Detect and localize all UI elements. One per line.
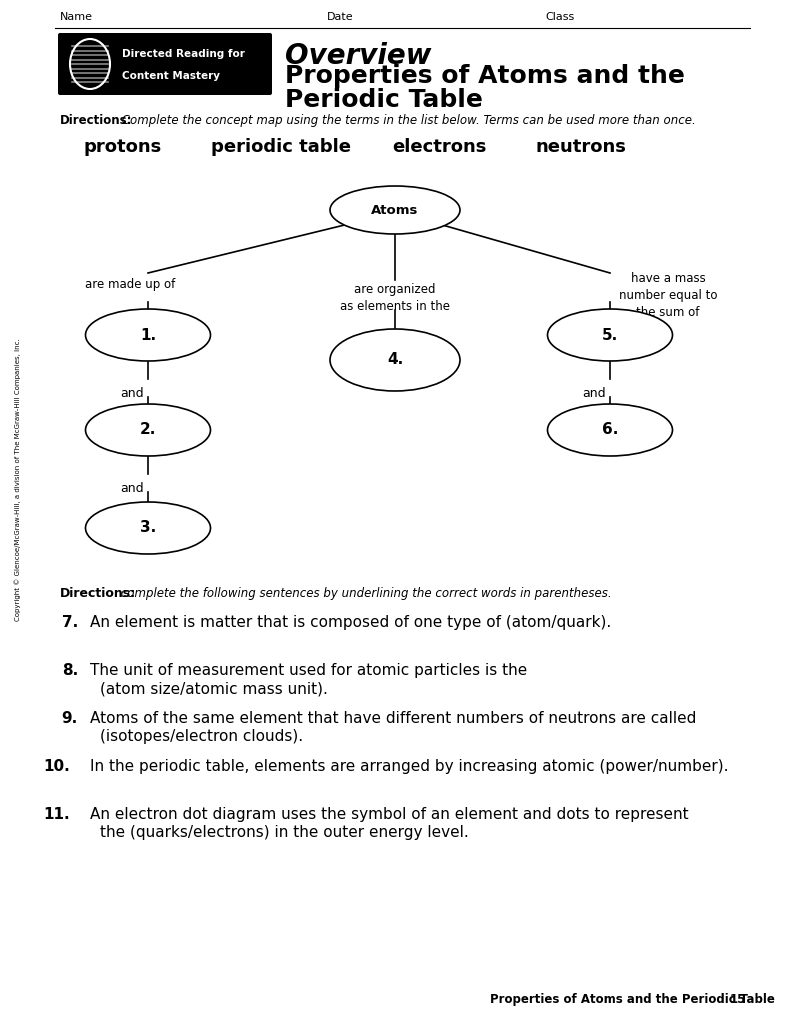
Text: electrons: electrons [392, 138, 486, 156]
Ellipse shape [85, 404, 210, 456]
Ellipse shape [547, 309, 672, 361]
Text: 2.: 2. [140, 423, 156, 437]
Text: have a mass
number equal to
the sum of: have a mass number equal to the sum of [619, 272, 717, 319]
Text: Date: Date [327, 12, 354, 22]
Text: and: and [120, 387, 144, 400]
Text: Complete the concept map using the terms in the list below. Terms can be used mo: Complete the concept map using the terms… [118, 114, 696, 127]
Text: 7.: 7. [62, 615, 78, 630]
Text: periodic table: periodic table [211, 138, 350, 156]
Ellipse shape [547, 404, 672, 456]
Text: The unit of measurement used for atomic particles is the: The unit of measurement used for atomic … [90, 663, 528, 678]
Text: are made up of: are made up of [85, 278, 175, 291]
Text: 6.: 6. [602, 423, 619, 437]
Text: 4.: 4. [387, 352, 403, 368]
Text: Overview: Overview [285, 42, 431, 70]
Text: 5.: 5. [602, 328, 618, 342]
Text: Properties of Atoms and the Periodic Table: Properties of Atoms and the Periodic Tab… [490, 993, 775, 1006]
Text: 8.: 8. [62, 663, 78, 678]
Text: Content Mastery: Content Mastery [122, 71, 220, 81]
Text: Directions:: Directions: [60, 587, 136, 600]
Text: complete the following sentences by underlining the correct words in parentheses: complete the following sentences by unde… [117, 587, 611, 600]
Text: Periodic Table: Periodic Table [285, 88, 483, 112]
Text: An element is matter that is composed of one type of (atom/quark).: An element is matter that is composed of… [90, 615, 611, 630]
Text: Properties of Atoms and the: Properties of Atoms and the [285, 63, 685, 88]
Text: Atoms of the same element that have different numbers of neutrons are called: Atoms of the same element that have diff… [90, 711, 696, 726]
Text: 10.: 10. [44, 759, 70, 774]
Text: neutrons: neutrons [536, 138, 626, 156]
Text: (isotopes/electron clouds).: (isotopes/electron clouds). [100, 729, 303, 744]
Text: 1.: 1. [140, 328, 156, 342]
Text: 9.: 9. [62, 711, 78, 726]
Text: (atom size/atomic mass unit).: (atom size/atomic mass unit). [100, 681, 328, 696]
Text: are organized
as elements in the: are organized as elements in the [340, 283, 450, 313]
Text: Directions:: Directions: [60, 114, 133, 127]
Text: 3.: 3. [140, 520, 156, 536]
Text: Name: Name [60, 12, 93, 22]
Text: 11.: 11. [44, 807, 70, 822]
Text: and: and [120, 482, 144, 495]
Text: An electron dot diagram uses the symbol of an element and dots to represent: An electron dot diagram uses the symbol … [90, 807, 689, 822]
Ellipse shape [330, 186, 460, 234]
Text: 15: 15 [730, 993, 747, 1006]
Text: Copyright © Glencoe/McGraw-Hill, a division of The McGraw-Hill Companies, Inc.: Copyright © Glencoe/McGraw-Hill, a divis… [15, 339, 21, 622]
Text: and: and [582, 387, 606, 400]
Text: Directed Reading for: Directed Reading for [122, 49, 245, 59]
Text: the (quarks/electrons) in the outer energy level.: the (quarks/electrons) in the outer ener… [100, 825, 469, 840]
FancyBboxPatch shape [58, 33, 272, 95]
Text: Atoms: Atoms [371, 204, 418, 216]
Text: In the periodic table, elements are arranged by increasing atomic (power/number): In the periodic table, elements are arra… [90, 759, 729, 774]
Ellipse shape [85, 502, 210, 554]
Text: protons: protons [84, 138, 161, 156]
Text: Class: Class [545, 12, 574, 22]
Ellipse shape [85, 309, 210, 361]
Ellipse shape [330, 329, 460, 391]
